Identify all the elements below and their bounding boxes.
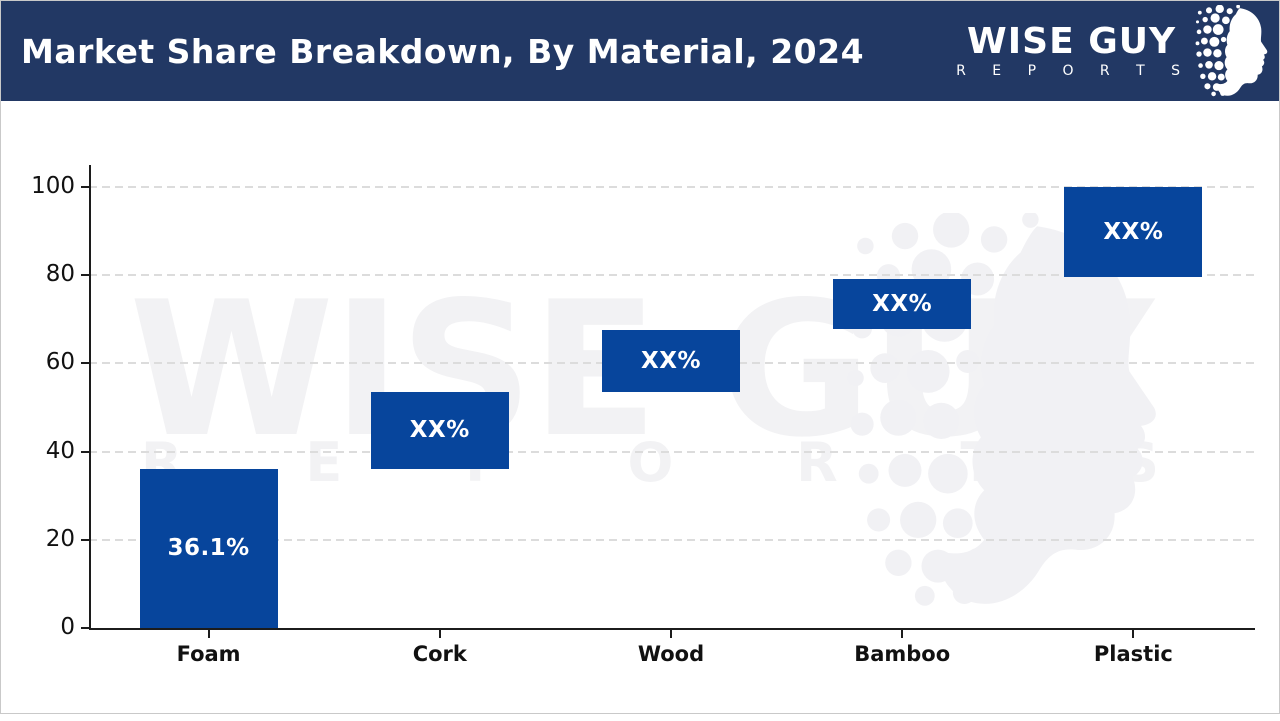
bar-label-plastic: XX%	[1103, 218, 1164, 245]
logo-line2: R E P O R T S	[956, 63, 1191, 79]
x-tick-wood	[670, 630, 672, 638]
x-tick-label-wood: Wood	[637, 642, 705, 666]
y-tick-label-60: 60	[45, 349, 75, 376]
x-tick-foam	[207, 630, 210, 638]
brand-logo: WISE GUY R E P O R T S	[952, 1, 1271, 101]
y-axis-line	[89, 165, 91, 630]
y-tick-label-80: 80	[45, 261, 75, 288]
y-tick-label-100: 100	[31, 173, 75, 199]
bar-label-wood: XX%	[640, 347, 701, 374]
y-tick-40	[81, 450, 89, 453]
y-tick-20	[81, 538, 89, 541]
y-tick-100	[81, 186, 89, 188]
y-tick-label-40: 40	[45, 437, 75, 464]
bar-wood: XX%	[602, 330, 740, 392]
header: Market Share Breakdown, By Material, 202…	[1, 1, 1279, 101]
x-tick-label-cork: Cork	[412, 642, 467, 666]
bar-label-cork: XX%	[409, 417, 470, 444]
x-tick-bamboo	[901, 630, 904, 638]
x-tick-label-plastic: Plastic	[1093, 642, 1173, 666]
x-tick-cork	[438, 630, 441, 638]
gridline-20	[89, 538, 1255, 541]
y-tick-80	[81, 274, 89, 277]
x-tick-label-bamboo: Bamboo	[854, 642, 951, 666]
y-tick-60	[81, 362, 89, 365]
logo-line1: WISE GUY	[967, 21, 1177, 62]
bar-label-bamboo: XX%	[872, 291, 933, 318]
x-tick-label-foam: Foam	[176, 642, 241, 666]
gridline-80	[89, 274, 1255, 277]
bar-cork: XX%	[370, 392, 509, 469]
gridline-100	[89, 186, 1255, 188]
gridline-40	[89, 450, 1255, 453]
y-tick-label-0: 0	[60, 614, 75, 640]
bar-label-foam: 36.1%	[167, 535, 250, 562]
chart-canvas: WISE GUY R E P O R T S 020406080100FoamC…	[1, 101, 1279, 713]
x-tick-plastic	[1132, 630, 1135, 638]
bar-plastic: XX%	[1064, 187, 1203, 277]
bar-foam: 36.1%	[139, 468, 278, 628]
y-tick-0	[81, 627, 89, 629]
chart-title: Market Share Breakdown, By Material, 202…	[21, 31, 865, 71]
x-axis-line	[89, 628, 1255, 630]
bar-bamboo: XX%	[833, 279, 972, 329]
y-tick-label-20: 20	[45, 525, 75, 552]
logo-wordmark: WISE GUY R E P O R T S	[952, 21, 1191, 80]
